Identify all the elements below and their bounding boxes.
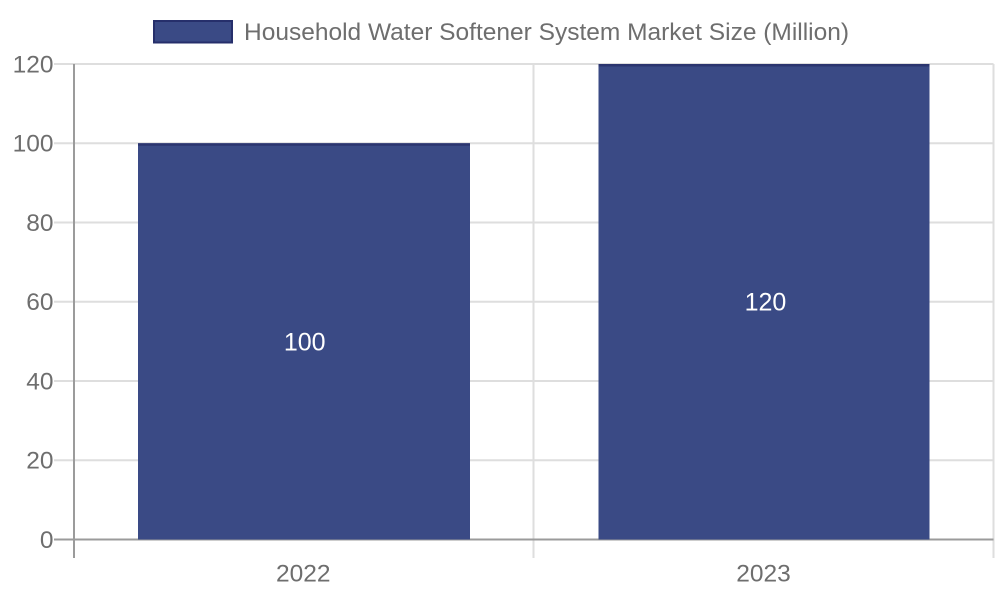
svg-text:2023: 2023 xyxy=(736,560,791,587)
svg-text:120: 120 xyxy=(13,51,54,78)
svg-text:100: 100 xyxy=(13,131,54,158)
svg-text:100: 100 xyxy=(284,328,326,356)
svg-text:120: 120 xyxy=(745,289,787,317)
svg-text:2022: 2022 xyxy=(276,560,331,587)
svg-text:20: 20 xyxy=(26,448,53,475)
svg-text:0: 0 xyxy=(40,527,54,554)
svg-text:40: 40 xyxy=(26,368,53,395)
svg-text:60: 60 xyxy=(26,289,53,316)
svg-text:Household Water Softener Syste: Household Water Softener System Market S… xyxy=(244,19,849,46)
svg-text:80: 80 xyxy=(26,210,53,237)
